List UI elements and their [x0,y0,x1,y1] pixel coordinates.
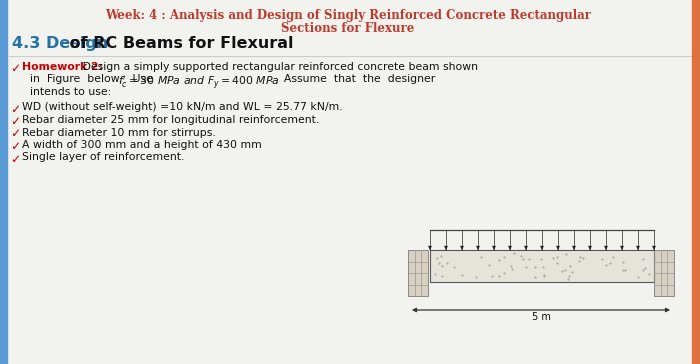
Text: Rebar diameter 25 mm for longitudinal reinforcement.: Rebar diameter 25 mm for longitudinal re… [22,115,319,125]
Polygon shape [461,246,463,250]
Polygon shape [444,246,447,250]
Text: intends to use:: intends to use: [30,87,111,97]
Polygon shape [605,246,608,250]
Text: Design a simply supported rectangular reinforced concrete beam shown: Design a simply supported rectangular re… [79,62,478,72]
Polygon shape [636,246,640,250]
Text: 4.3 Design: 4.3 Design [12,36,109,51]
Bar [0,0,7,364]
Bar [430,250,654,282]
Text: ✓: ✓ [10,103,20,115]
Text: in  Figure  below.   Use: in Figure below. Use [30,75,160,84]
Bar [692,0,700,364]
Text: ✓: ✓ [10,140,20,153]
Text: .   Assume  that  the  designer: . Assume that the designer [270,75,435,84]
Text: $f_c' = 30\ MPa\ and\ F_y = 400\ MPa$: $f_c' = 30\ MPa\ and\ F_y = 400\ MPa$ [118,75,280,92]
Polygon shape [540,246,543,250]
Text: Week: 4 : Analysis and Design of Singly Reinforced Concrete Rectangular: Week: 4 : Analysis and Design of Singly … [105,9,591,22]
Text: Rebar diameter 10 mm for stirrups.: Rebar diameter 10 mm for stirrups. [22,127,216,138]
Text: Single layer of reinforcement.: Single layer of reinforcement. [22,153,184,162]
Text: WD (without self-weight) =10 kN/m and WL = 25.77 kN/m.: WD (without self-weight) =10 kN/m and WL… [22,103,342,112]
Polygon shape [589,246,591,250]
Text: 5 m: 5 m [531,312,550,322]
Text: ✓: ✓ [10,127,20,141]
Text: ✓: ✓ [10,153,20,166]
Polygon shape [477,246,480,250]
Text: of RC Beams for Flexural: of RC Beams for Flexural [64,36,293,51]
Polygon shape [620,246,624,250]
Text: ✓: ✓ [10,62,20,75]
Polygon shape [524,246,528,250]
Text: A width of 300 mm and a height of 430 mm: A width of 300 mm and a height of 430 mm [22,140,262,150]
Polygon shape [652,246,655,250]
Polygon shape [556,246,559,250]
Polygon shape [508,246,512,250]
Bar [654,250,674,296]
Text: ✓: ✓ [10,115,20,128]
Bar [408,250,428,296]
Text: Homework 2:: Homework 2: [22,62,103,72]
Polygon shape [573,246,575,250]
Polygon shape [428,246,431,250]
Polygon shape [493,246,496,250]
Text: Sections for Flexure: Sections for Flexure [281,22,414,35]
